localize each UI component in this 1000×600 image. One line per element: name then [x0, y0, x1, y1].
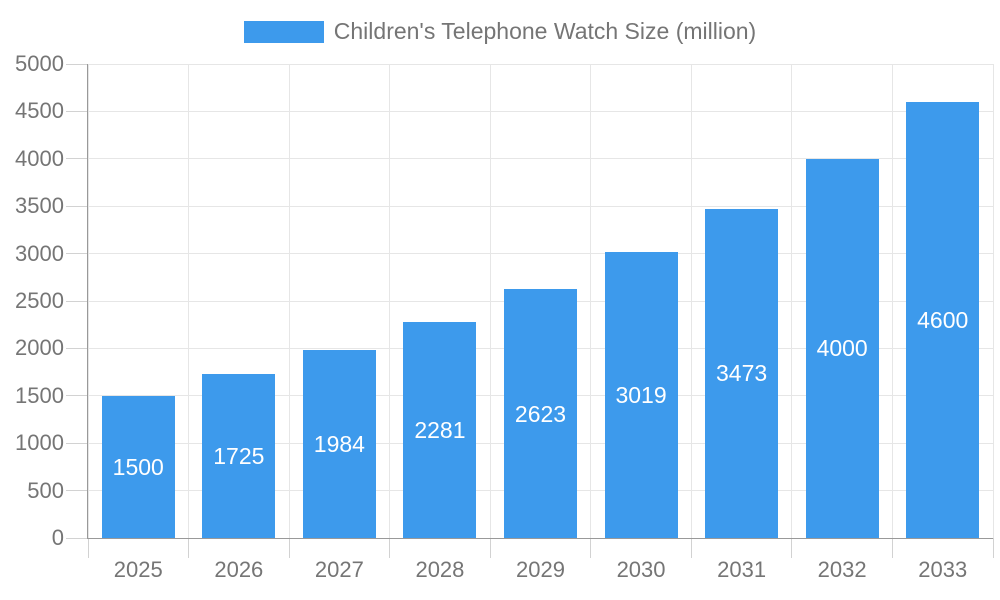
bar-value-label: 3019: [615, 381, 667, 408]
y-axis-tick: [66, 490, 88, 492]
x-axis-category-label: 2032: [817, 557, 867, 582]
bar-2025[interactable]: [101, 395, 175, 538]
y-axis-tick: [66, 205, 88, 207]
gridline-vertical: [590, 64, 592, 538]
x-axis-tick: [288, 538, 290, 558]
y-axis-tick: [66, 253, 88, 255]
bar-2027[interactable]: [302, 349, 376, 538]
y-axis-tick-label: 0: [51, 525, 64, 550]
y-axis-tick: [66, 347, 88, 349]
bar-value-label: 4000: [816, 335, 868, 362]
bar-2026[interactable]: [202, 374, 276, 538]
gridline-horizontal: [88, 158, 993, 160]
legend-item[interactable]: Children's Telephone Watch Size (million…: [0, 18, 1000, 45]
gridline-vertical: [288, 64, 290, 538]
y-axis-tick-label: 4500: [15, 98, 64, 124]
y-axis-tick-label: 3500: [15, 193, 64, 219]
legend-label: Children's Telephone Watch Size (million…: [333, 18, 757, 44]
y-axis-tick-label: 5000: [15, 51, 64, 76]
y-axis-tick: [66, 110, 88, 112]
x-axis-category-label: 2027: [314, 557, 364, 582]
y-axis-tick: [66, 158, 88, 160]
x-axis-line: [87, 537, 993, 539]
gridline-vertical: [690, 64, 692, 538]
x-axis-category-label: 2030: [616, 557, 666, 582]
x-axis-tick: [590, 538, 592, 558]
y-axis-tick-label: 1000: [15, 430, 64, 456]
bar-value-label: 2281: [414, 416, 466, 443]
bar-value-label: 1500: [112, 453, 164, 480]
bar-2031[interactable]: [705, 208, 779, 538]
y-axis-tick: [66, 442, 88, 444]
x-axis-category-label: 2026: [214, 557, 264, 582]
bar-2033[interactable]: [906, 101, 980, 538]
y-axis-tick: [66, 537, 88, 539]
bar-2029[interactable]: [504, 289, 577, 538]
y-axis-tick: [66, 63, 88, 65]
gridline-horizontal: [88, 63, 993, 65]
y-axis-tick: [66, 300, 88, 302]
gridline-vertical: [489, 64, 491, 538]
gridline-vertical: [992, 64, 994, 538]
x-axis-tick: [891, 538, 893, 558]
bar-value-label: 1984: [313, 430, 365, 457]
gridline-vertical: [891, 64, 893, 538]
bar-value-label: 1725: [213, 443, 265, 470]
x-axis-category-label: 2025: [113, 557, 163, 582]
y-axis-tick-label: 4000: [15, 145, 64, 171]
x-axis-tick: [690, 538, 692, 558]
x-axis-category-label: 2029: [516, 557, 565, 582]
y-axis-tick-label: 3000: [15, 240, 64, 266]
x-axis-category-label: 2031: [717, 557, 767, 582]
bar-value-label: 3473: [716, 360, 768, 387]
x-axis-category-label: 2033: [918, 557, 968, 582]
bar-value-label: 2623: [514, 400, 567, 427]
bar-2028[interactable]: [403, 321, 477, 538]
y-axis-line: [87, 64, 88, 539]
gridline-vertical: [87, 64, 89, 538]
gridline-vertical: [188, 64, 190, 538]
bar-2030[interactable]: [604, 251, 678, 538]
gridline-vertical: [791, 64, 793, 538]
gridline-vertical: [389, 64, 391, 538]
x-axis-tick: [791, 538, 793, 558]
bar-2032[interactable]: [805, 158, 879, 538]
legend-swatch-icon: [243, 20, 324, 43]
y-axis-tick: [66, 395, 88, 397]
y-axis-tick-label: 2000: [15, 335, 64, 361]
y-axis-tick-label: 500: [27, 477, 64, 503]
x-axis-tick: [992, 538, 994, 558]
y-axis-tick-label: 2500: [15, 288, 64, 313]
gridline-horizontal: [88, 110, 993, 112]
x-axis-tick: [87, 538, 89, 558]
x-axis-category-label: 2028: [415, 557, 465, 582]
gridline-horizontal: [88, 253, 993, 255]
x-axis-tick: [489, 538, 491, 558]
gridline-horizontal: [88, 205, 993, 207]
x-axis-tick: [389, 538, 391, 558]
x-axis-tick: [188, 538, 190, 558]
y-axis-tick-label: 1500: [15, 382, 64, 408]
bar-value-label: 4600: [917, 306, 969, 333]
